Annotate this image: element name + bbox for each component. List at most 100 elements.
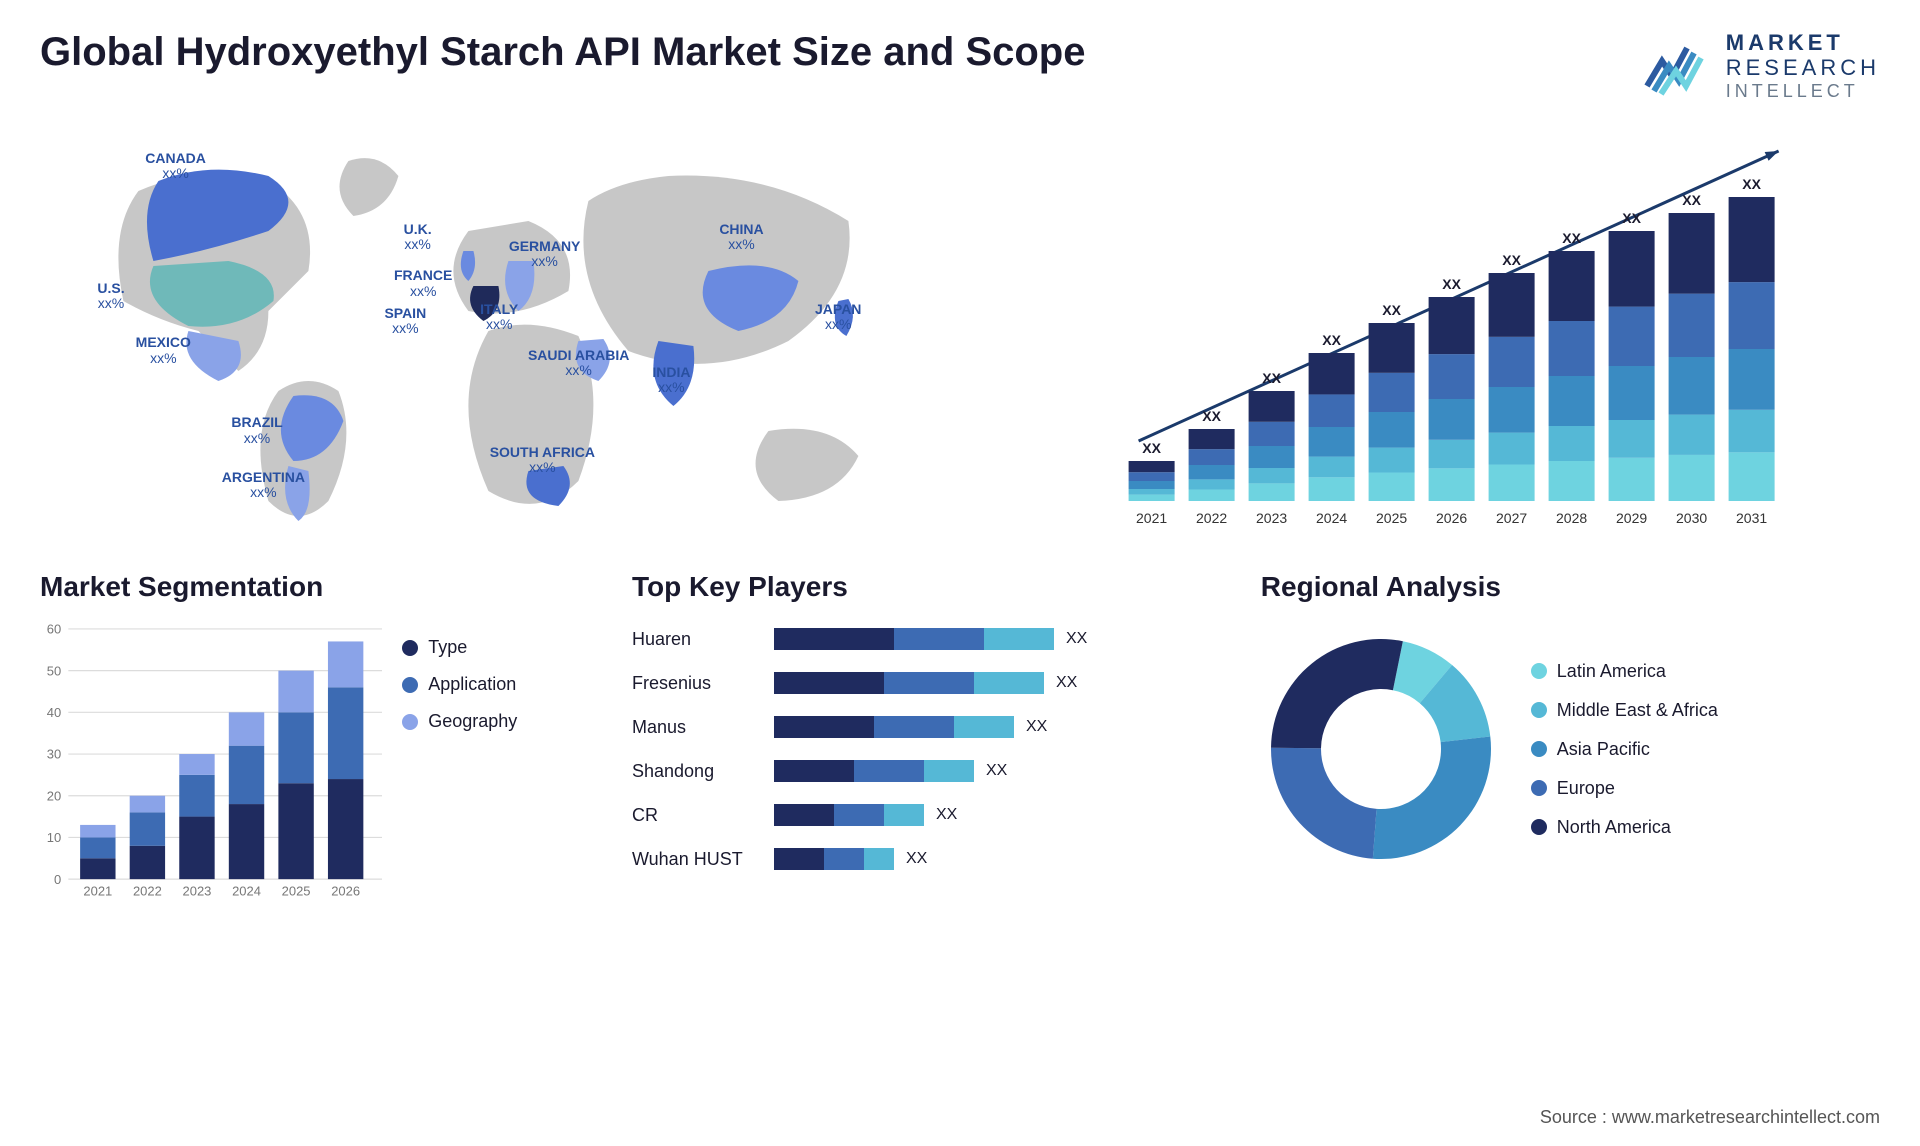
svg-text:XX: XX (1442, 276, 1461, 292)
svg-text:XX: XX (1502, 252, 1521, 268)
tkp-row: CRXX (632, 804, 1221, 826)
legend-label: Application (428, 674, 516, 695)
map-label: JAPANxx% (815, 302, 861, 333)
map-label: CANADAxx% (145, 151, 206, 182)
svg-text:XX: XX (1262, 370, 1281, 386)
source-citation: Source : www.marketresearchintellect.com (1540, 1107, 1880, 1128)
tkp-label: Fresenius (632, 673, 762, 694)
legend-item: Type (402, 637, 592, 658)
legend-dot (1531, 702, 1547, 718)
map-label: CHINAxx% (719, 222, 763, 253)
tkp-row: Manus XX (632, 716, 1221, 738)
map-label: SAUDI ARABIAxx% (528, 348, 629, 379)
legend-item: Middle East & Africa (1531, 700, 1880, 721)
tkp-label: CR (632, 805, 762, 826)
svg-text:40: 40 (47, 705, 61, 720)
svg-text:XX: XX (1622, 210, 1641, 226)
legend-dot (402, 714, 418, 730)
map-label: ITALYxx% (480, 302, 518, 333)
legend-label: Type (428, 637, 467, 658)
segmentation-panel: Market Segmentation 01020304050602021202… (40, 571, 592, 881)
map-label: BRAZILxx% (231, 415, 282, 446)
logo-text: MARKET RESEARCH INTELLECT (1726, 30, 1880, 101)
tkp-row: Shandong XX (632, 760, 1221, 782)
svg-text:2031: 2031 (1736, 510, 1767, 526)
tkp-bar (774, 804, 924, 826)
legend-item: Geography (402, 711, 592, 732)
svg-text:2027: 2027 (1496, 510, 1527, 526)
svg-text:2028: 2028 (1556, 510, 1587, 526)
legend-item: North America (1531, 817, 1880, 838)
segmentation-title: Market Segmentation (40, 571, 592, 603)
logo-icon (1642, 36, 1712, 96)
legend-dot (1531, 819, 1547, 835)
legend-item: Application (402, 674, 592, 695)
logo: MARKET RESEARCH INTELLECT (1642, 30, 1880, 101)
svg-text:2025: 2025 (282, 884, 311, 899)
svg-text:2025: 2025 (1376, 510, 1407, 526)
svg-text:2029: 2029 (1616, 510, 1647, 526)
map-label: ARGENTINAxx% (222, 470, 305, 501)
tkp-title: Top Key Players (632, 571, 1221, 603)
svg-text:2030: 2030 (1676, 510, 1707, 526)
tkp-label: Wuhan HUST (632, 849, 762, 870)
tkp-value: XX (986, 762, 1026, 780)
tkp-bar (774, 628, 1054, 650)
tkp-label: Shandong (632, 761, 762, 782)
legend-dot (1531, 780, 1547, 796)
svg-text:XX: XX (1322, 332, 1341, 348)
legend-label: Europe (1557, 778, 1615, 799)
map-label: SPAINxx% (384, 306, 426, 337)
tkp-value: XX (1066, 630, 1106, 648)
map-label: GERMANYxx% (509, 239, 581, 270)
svg-text:2021: 2021 (1136, 510, 1167, 526)
svg-text:50: 50 (47, 664, 61, 679)
tkp-label: Huaren (632, 629, 762, 650)
svg-text:20: 20 (47, 789, 61, 804)
legend-label: Geography (428, 711, 517, 732)
legend-dot (402, 640, 418, 656)
svg-text:30: 30 (47, 747, 61, 762)
regional-panel: Regional Analysis Latin AmericaMiddle Ea… (1261, 571, 1880, 881)
segmentation-legend: Type Application Geography (402, 617, 592, 905)
map-label: U.K.xx% (404, 222, 432, 253)
svg-text:60: 60 (47, 622, 61, 637)
map-label: FRANCExx% (394, 268, 452, 299)
svg-text:2024: 2024 (1316, 510, 1347, 526)
tkp-bar (774, 848, 894, 870)
svg-text:XX: XX (1142, 440, 1161, 456)
svg-text:2023: 2023 (183, 884, 212, 899)
svg-text:0: 0 (54, 872, 61, 887)
svg-text:2022: 2022 (133, 884, 162, 899)
map-label: U.S.xx% (97, 281, 124, 312)
growth-chart-panel: XX2021XX2022XX2023XX2024XX2025XX2026XX20… (1037, 121, 1880, 541)
svg-text:XX: XX (1682, 192, 1701, 208)
map-label: SOUTH AFRICAxx% (490, 445, 595, 476)
svg-text:XX: XX (1382, 302, 1401, 318)
svg-text:2021: 2021 (83, 884, 112, 899)
tkp-value: XX (1026, 718, 1066, 736)
tkp-label: Manus (632, 717, 762, 738)
tkp-chart: Huaren XX Fresenius XX Manus XX Shandong XX CRXX… (632, 617, 1221, 881)
legend-dot (1531, 741, 1547, 757)
tkp-value: XX (906, 850, 946, 868)
svg-text:2026: 2026 (1436, 510, 1467, 526)
svg-text:2026: 2026 (331, 884, 360, 899)
map-label: INDIAxx% (652, 365, 690, 396)
legend-label: Middle East & Africa (1557, 700, 1718, 721)
svg-text:2023: 2023 (1256, 510, 1287, 526)
legend-label: Asia Pacific (1557, 739, 1650, 760)
tkp-row: Huaren XX (632, 628, 1221, 650)
svg-text:10: 10 (47, 830, 61, 845)
top-key-players-panel: Top Key Players HuarenXXFreseniusXXManus… (632, 571, 1221, 881)
regional-legend: Latin AmericaMiddle East & AfricaAsia Pa… (1531, 661, 1880, 838)
svg-text:XX: XX (1202, 408, 1221, 424)
legend-dot (402, 677, 418, 693)
growth-chart: XX2021XX2022XX2023XX2024XX2025XX2026XX20… (1037, 121, 1880, 541)
page-title: Global Hydroxyethyl Starch API Market Si… (40, 30, 1086, 75)
legend-label: North America (1557, 817, 1671, 838)
regional-title: Regional Analysis (1261, 571, 1880, 603)
top-row: CANADAxx%U.S.xx%MEXICOxx%BRAZILxx%ARGENT… (40, 121, 1880, 541)
header: Global Hydroxyethyl Starch API Market Si… (40, 30, 1880, 101)
segmentation-chart: 0102030405060202120222023202420252026 (40, 617, 382, 905)
